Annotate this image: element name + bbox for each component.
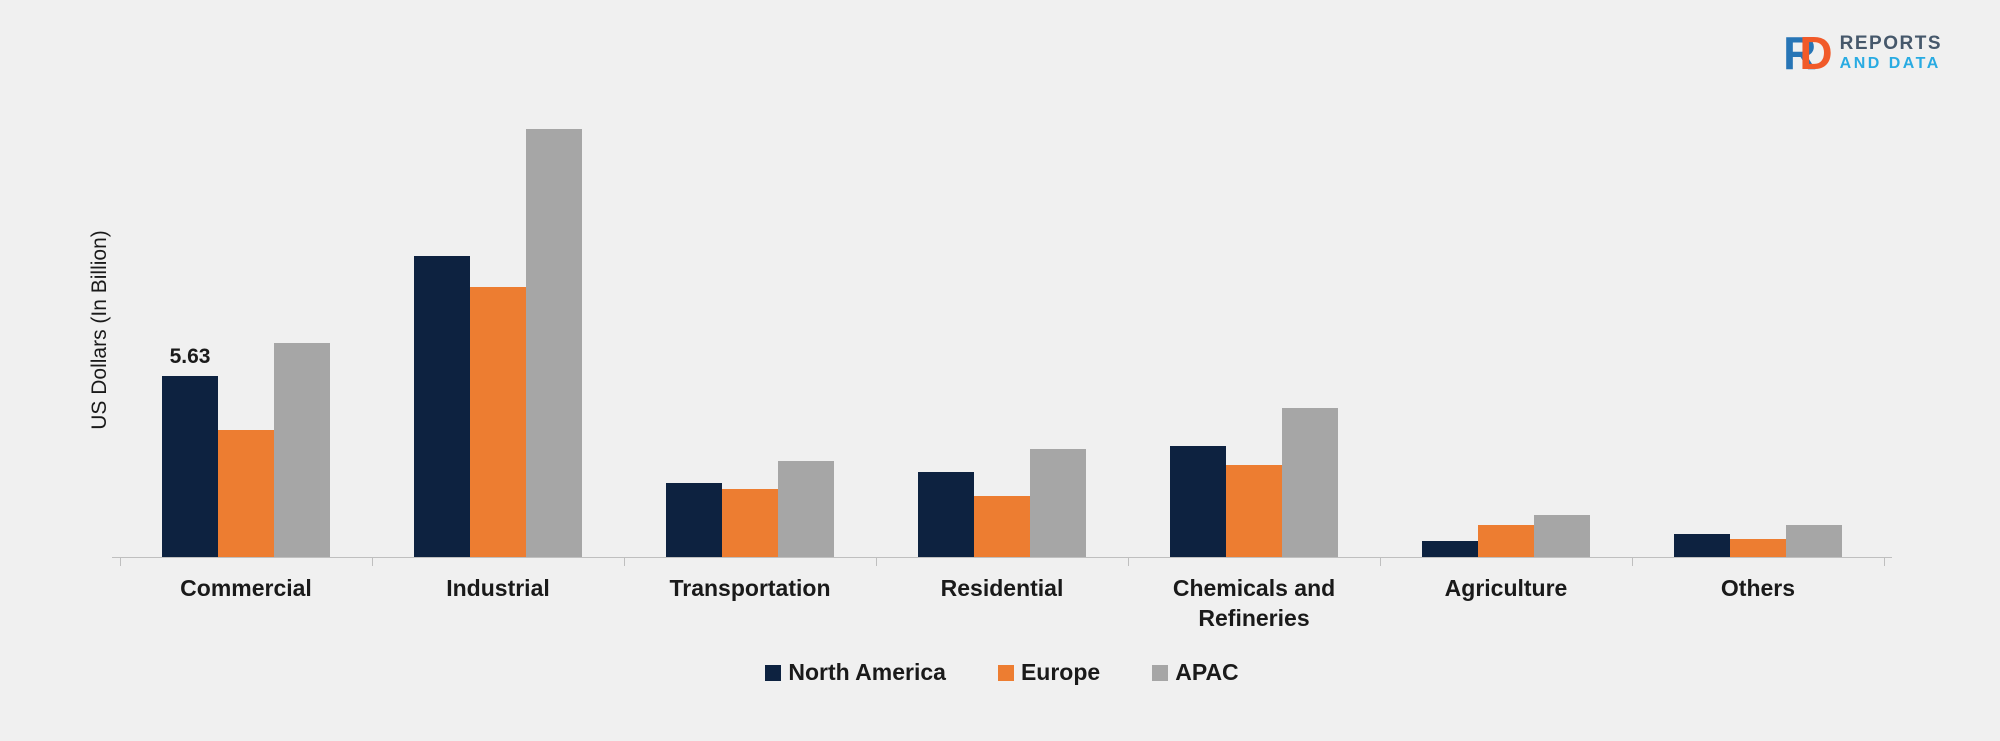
logo-letter-d: D xyxy=(1799,27,1832,79)
axis-tick-3 xyxy=(876,557,877,566)
bar-group-agriculture xyxy=(1380,107,1632,557)
bar-group-industrial xyxy=(372,107,624,557)
bar-north-america-transportation xyxy=(666,483,722,557)
bar-europe-chemicals-and-refineries xyxy=(1226,465,1282,557)
bar-slot-apac-industrial xyxy=(526,107,582,557)
bar-slot-north-america-others xyxy=(1674,107,1730,557)
data-label-north-america-commercial: 5.63 xyxy=(169,345,211,368)
axis-tick-5 xyxy=(1380,557,1381,566)
bar-apac-residential xyxy=(1030,449,1086,557)
legend-swatch-europe xyxy=(997,664,1014,681)
legend-swatch-apac xyxy=(1152,664,1169,681)
bar-north-america-commercial xyxy=(162,376,218,557)
axis-tick-1 xyxy=(372,557,373,566)
category-label-residential: Residential xyxy=(940,575,1064,601)
legend-label-apac: APAC xyxy=(1175,659,1239,685)
bar-slot-north-america-chemicals-and-refineries xyxy=(1170,107,1226,557)
bar-slot-north-america-transportation xyxy=(666,107,722,557)
bar-group-residential xyxy=(876,107,1128,557)
legend-item-apac: APAC xyxy=(1152,659,1239,686)
bar-slot-apac-transportation xyxy=(778,107,834,557)
bar-group-others xyxy=(1632,107,1884,557)
bar-slot-apac-others xyxy=(1786,107,1842,557)
x-axis-line xyxy=(112,557,1892,558)
bar-europe-agriculture xyxy=(1478,525,1534,557)
bar-slot-north-america-agriculture xyxy=(1422,107,1478,557)
logo-line1: REPORTS xyxy=(1839,32,1942,54)
bar-north-america-agriculture xyxy=(1422,541,1478,557)
bar-apac-agriculture xyxy=(1534,515,1590,557)
bar-slot-north-america-residential xyxy=(918,107,974,557)
legend-label-north-america: North America xyxy=(788,659,946,685)
bar-apac-others xyxy=(1786,525,1842,557)
category-label-agriculture: Agriculture xyxy=(1444,575,1568,601)
category-label-industrial: Industrial xyxy=(446,575,550,601)
bar-slot-europe-chemicals-and-refineries xyxy=(1226,107,1282,557)
bar-europe-industrial xyxy=(470,287,526,557)
bar-north-america-chemicals-and-refineries xyxy=(1170,446,1226,557)
bar-apac-chemicals-and-refineries xyxy=(1282,408,1338,557)
logo-text: REPORTS AND DATA xyxy=(1839,32,1942,72)
logo-letter-r: R xyxy=(1783,27,1816,79)
category-label-chemicals-and-refineries: Chemicals and Refineries xyxy=(1172,575,1336,631)
bar-slot-apac-residential xyxy=(1030,107,1086,557)
bar-slot-europe-industrial xyxy=(470,107,526,557)
axis-tick-0 xyxy=(120,557,121,566)
bar-slot-north-america-industrial xyxy=(414,107,470,557)
bar-north-america-others xyxy=(1674,534,1730,557)
bar-north-america-residential xyxy=(918,472,974,557)
bar-slot-europe-residential xyxy=(974,107,1030,557)
legend-label-europe: Europe xyxy=(1020,659,1101,685)
bar-slot-apac-chemicals-and-refineries xyxy=(1282,107,1338,557)
category-label-others: Others xyxy=(1720,575,1796,601)
logo-mark-icon: RD xyxy=(1783,27,1832,79)
category-labels-row: Commercial Industrial Transportation Reside… xyxy=(120,574,1884,634)
category-label-transportation: Transportation xyxy=(669,575,831,601)
reports-and-data-logo: RD REPORTS AND DATA xyxy=(1783,30,1942,76)
y-axis-label: US Dollars (In Billion) xyxy=(88,230,111,430)
chart-legend: North America Europe APAC xyxy=(120,659,1884,686)
bar-slot-apac-commercial xyxy=(274,107,330,557)
logo-line2: AND DATA xyxy=(1839,54,1941,72)
bar-apac-commercial xyxy=(274,343,330,557)
plot-area: 5.63 xyxy=(120,107,1884,557)
bar-europe-others xyxy=(1730,539,1786,557)
bar-slot-europe-commercial xyxy=(218,107,274,557)
bar-slot-europe-others xyxy=(1730,107,1786,557)
bar-north-america-industrial xyxy=(414,256,470,557)
bar-group-commercial: 5.63 xyxy=(120,107,372,557)
axis-tick-2 xyxy=(624,557,625,566)
bar-europe-commercial xyxy=(218,430,274,557)
bar-slot-europe-agriculture xyxy=(1478,107,1534,557)
axis-tick-6 xyxy=(1632,557,1633,566)
bar-slot-europe-transportation xyxy=(722,107,778,557)
category-label-commercial: Commercial xyxy=(180,575,312,601)
bar-apac-industrial xyxy=(526,129,582,557)
bar-slot-apac-agriculture xyxy=(1534,107,1590,557)
bar-group-transportation xyxy=(624,107,876,557)
legend-item-europe: Europe xyxy=(997,659,1101,686)
bar-europe-residential xyxy=(974,496,1030,557)
x-axis-ticks xyxy=(120,557,1885,566)
axis-tick-4 xyxy=(1128,557,1129,566)
bar-apac-transportation xyxy=(778,461,834,557)
legend-swatch-north-america xyxy=(765,664,782,681)
legend-item-north-america: North America xyxy=(765,659,946,686)
bar-europe-transportation xyxy=(722,489,778,557)
bar-slot-north-america-commercial: 5.63 xyxy=(162,107,218,557)
bar-group-chemicals-and-refineries xyxy=(1128,107,1380,557)
axis-tick-7 xyxy=(1884,557,1885,566)
